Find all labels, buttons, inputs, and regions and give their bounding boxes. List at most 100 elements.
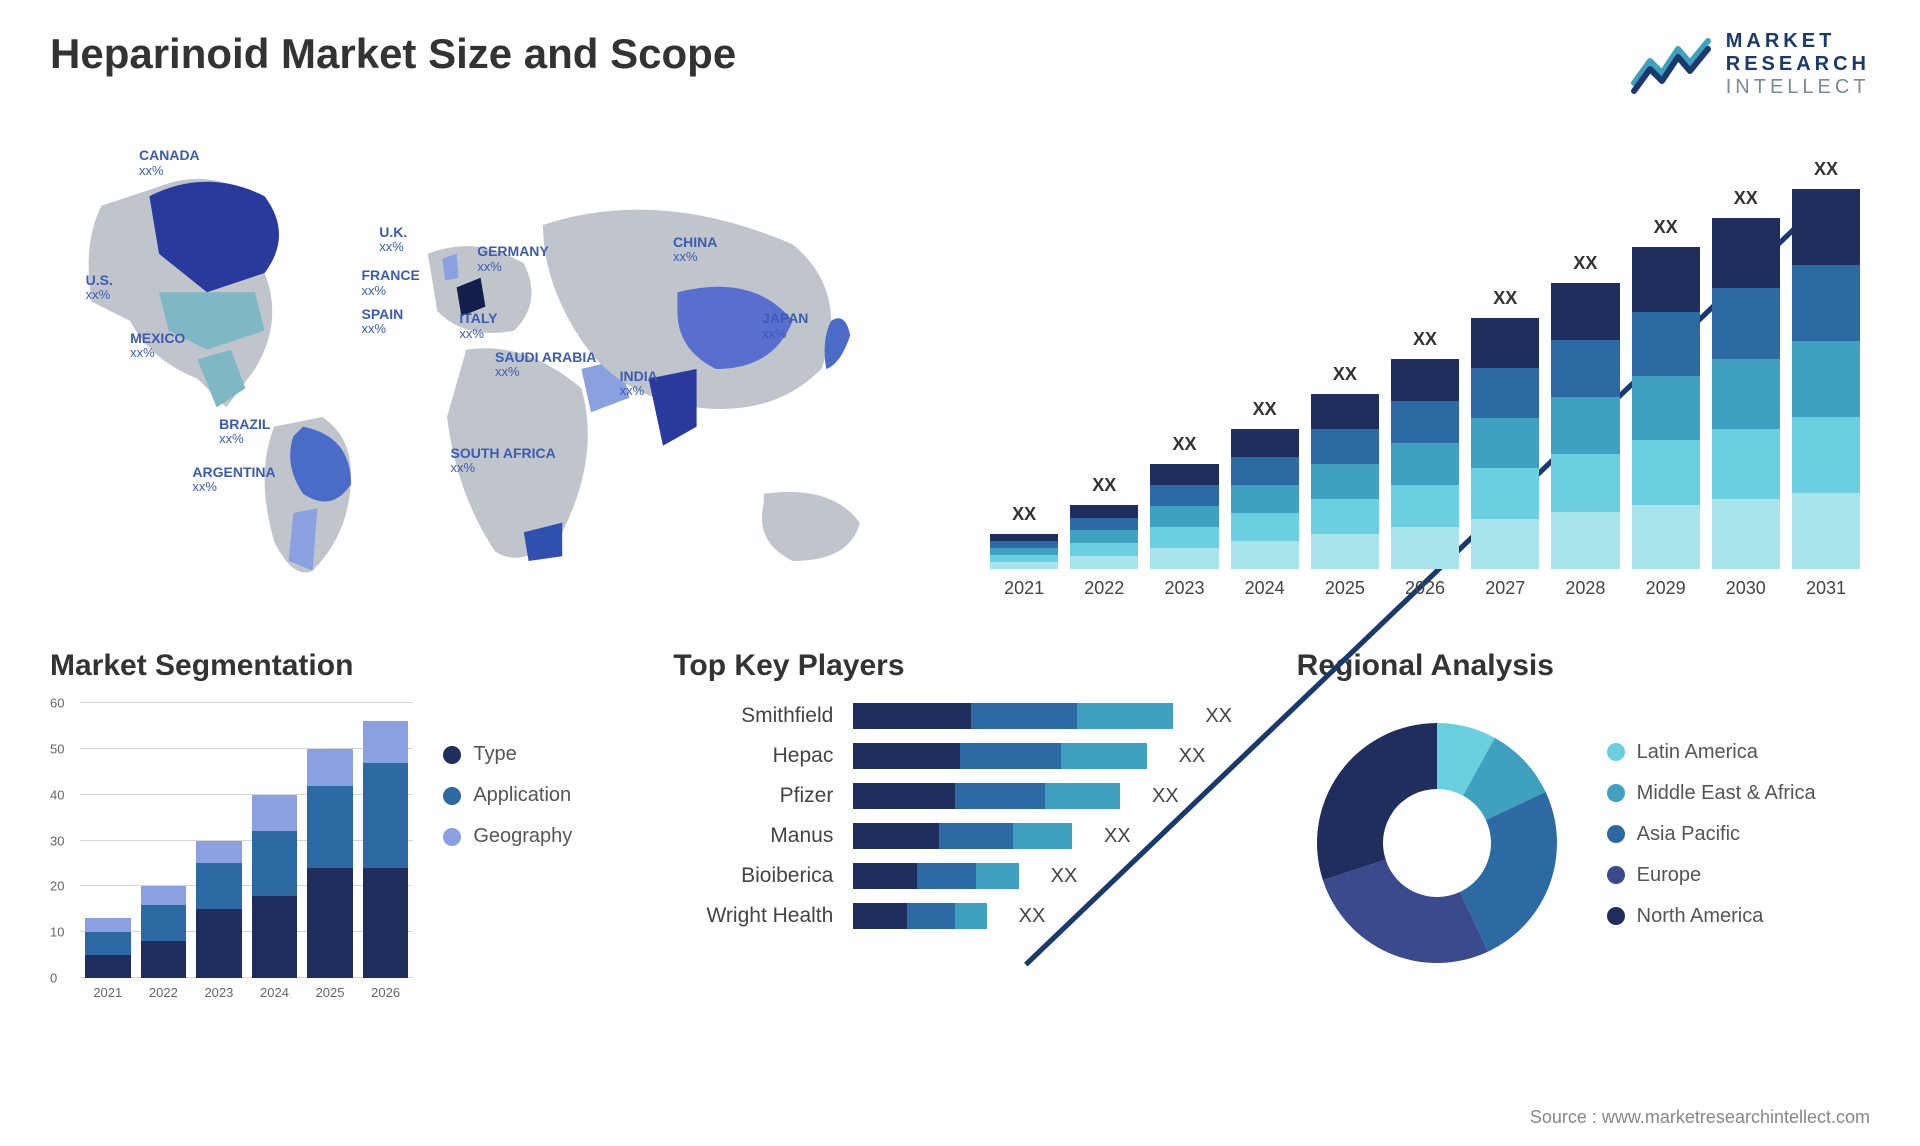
growth-bar-value: XX <box>1012 504 1036 525</box>
players-title: Top Key Players <box>673 649 1246 683</box>
map-label: BRAZILxx% <box>219 417 270 447</box>
segmentation-year: 2021 <box>93 985 122 1000</box>
segmentation-bar: 2026 <box>363 721 409 978</box>
map-label: INDIAxx% <box>620 369 658 399</box>
logo: MARKET RESEARCH INTELLECT <box>1630 30 1870 99</box>
growth-bar-year: 2023 <box>1164 578 1204 599</box>
segmentation-legend: TypeApplicationGeography <box>443 703 623 1003</box>
growth-bar-year: 2022 <box>1084 578 1124 599</box>
map-label: ITALYxx% <box>459 311 497 341</box>
y-tick: 50 <box>50 741 64 756</box>
growth-bar-year: 2028 <box>1565 578 1605 599</box>
y-tick: 0 <box>50 971 57 986</box>
growth-bar-value: XX <box>1333 364 1357 385</box>
y-tick: 10 <box>50 925 64 940</box>
player-name: Bioiberica <box>673 864 833 888</box>
segmentation-title: Market Segmentation <box>50 649 623 683</box>
logo-line3: INTELLECT <box>1726 76 1870 99</box>
y-tick: 30 <box>50 833 64 848</box>
segmentation-year: 2022 <box>149 985 178 1000</box>
player-name: Wright Health <box>673 904 833 928</box>
growth-bar-value: XX <box>1814 159 1838 180</box>
y-tick: 20 <box>50 879 64 894</box>
regional-panel: Regional Analysis Latin America Middle Ea… <box>1297 649 1870 1003</box>
growth-bar: XX2031 <box>1792 189 1860 569</box>
growth-bar-year: 2027 <box>1485 578 1525 599</box>
growth-bar-value: XX <box>1734 188 1758 209</box>
player-bar <box>853 703 1173 729</box>
map-label: SOUTH AFRICAxx% <box>451 446 556 476</box>
player-row: Manus XX <box>673 823 1246 849</box>
segmentation-year: 2025 <box>316 985 345 1000</box>
player-name: Manus <box>673 824 833 848</box>
map-label: ARGENTINAxx% <box>192 465 275 495</box>
logo-icon <box>1630 33 1714 97</box>
segmentation-bar: 2021 <box>85 918 131 978</box>
growth-bar-year: 2030 <box>1726 578 1766 599</box>
segmentation-bar: 2024 <box>252 795 298 978</box>
growth-bar: XX2026 <box>1391 359 1459 569</box>
logo-line2: RESEARCH <box>1726 53 1870 76</box>
growth-bar: XX2030 <box>1712 218 1780 569</box>
donut-slice <box>1317 723 1437 880</box>
map-label: FRANCExx% <box>362 268 420 298</box>
source-text: Source : www.marketresearchintellect.com <box>1530 1107 1870 1128</box>
player-name: Smithfield <box>673 704 833 728</box>
segmentation-year: 2023 <box>204 985 233 1000</box>
legend-item: Latin America <box>1607 741 1816 764</box>
regional-legend: Latin America Middle East & Africa Asia Pa… <box>1607 741 1816 946</box>
regional-title: Regional Analysis <box>1297 649 1870 683</box>
segmentation-bar: 2025 <box>307 749 353 978</box>
growth-bar-year: 2026 <box>1405 578 1445 599</box>
segmentation-year: 2024 <box>260 985 289 1000</box>
player-bar <box>853 863 1018 889</box>
map-label: U.S.xx% <box>86 273 113 303</box>
player-row: Smithfield XX <box>673 703 1246 729</box>
growth-bar-value: XX <box>1413 329 1437 350</box>
player-value: XX <box>1205 705 1232 728</box>
growth-bar: XX2025 <box>1311 394 1379 569</box>
legend-item: Middle East & Africa <box>1607 782 1816 805</box>
players-panel: Top Key Players SmithfieldXXHepacXXPfize… <box>673 649 1246 1003</box>
growth-bar-value: XX <box>1092 475 1116 496</box>
player-bar <box>853 743 1146 769</box>
player-value: XX <box>1019 905 1046 928</box>
segmentation-chart: 0102030405060 202120222023202420252026 <box>50 703 413 1003</box>
y-tick: 40 <box>50 787 64 802</box>
player-value: XX <box>1179 745 1206 768</box>
y-tick: 60 <box>50 696 64 711</box>
segmentation-bar: 2023 <box>196 841 242 978</box>
donut-slice <box>1323 860 1488 963</box>
legend-item: Geography <box>443 825 623 848</box>
growth-bar-year: 2025 <box>1325 578 1365 599</box>
legend-item: Application <box>443 784 623 807</box>
map-label: CHINAxx% <box>673 235 717 265</box>
player-bar <box>853 903 986 929</box>
player-row: BioibericaXX <box>673 863 1246 889</box>
player-name: Pfizer <box>673 784 833 808</box>
regional-donut <box>1297 703 1577 983</box>
players-chart: SmithfieldXXHepacXXPfizerXXManusXXBioibe… <box>673 703 1246 929</box>
growth-bar-year: 2024 <box>1245 578 1285 599</box>
player-row: Wright Health XX <box>673 903 1246 929</box>
growth-bar-year: 2029 <box>1646 578 1686 599</box>
header: Heparinoid Market Size and Scope MARKET … <box>50 30 1870 99</box>
map-label: JAPANxx% <box>762 311 808 341</box>
legend-item: North America <box>1607 905 1816 928</box>
world-map-panel: CANADAxx%U.S.xx%MEXICOxx%BRAZILxx%ARGENT… <box>50 129 940 609</box>
growth-bar-value: XX <box>1573 253 1597 274</box>
growth-bar: XX2027 <box>1471 318 1539 569</box>
logo-line1: MARKET <box>1726 30 1870 53</box>
player-value: XX <box>1104 825 1131 848</box>
growth-bar: XX2021 <box>990 534 1058 569</box>
player-bar <box>853 823 1072 849</box>
legend-item: Asia Pacific <box>1607 823 1816 846</box>
map-label: GERMANYxx% <box>477 244 549 274</box>
growth-bar: XX2024 <box>1231 429 1299 569</box>
page-title: Heparinoid Market Size and Scope <box>50 30 736 78</box>
player-bar <box>853 783 1120 809</box>
map-label: SPAINxx% <box>362 307 404 337</box>
growth-bar-year: 2021 <box>1004 578 1044 599</box>
map-label: U.K.xx% <box>379 225 407 255</box>
player-value: XX <box>1152 785 1179 808</box>
